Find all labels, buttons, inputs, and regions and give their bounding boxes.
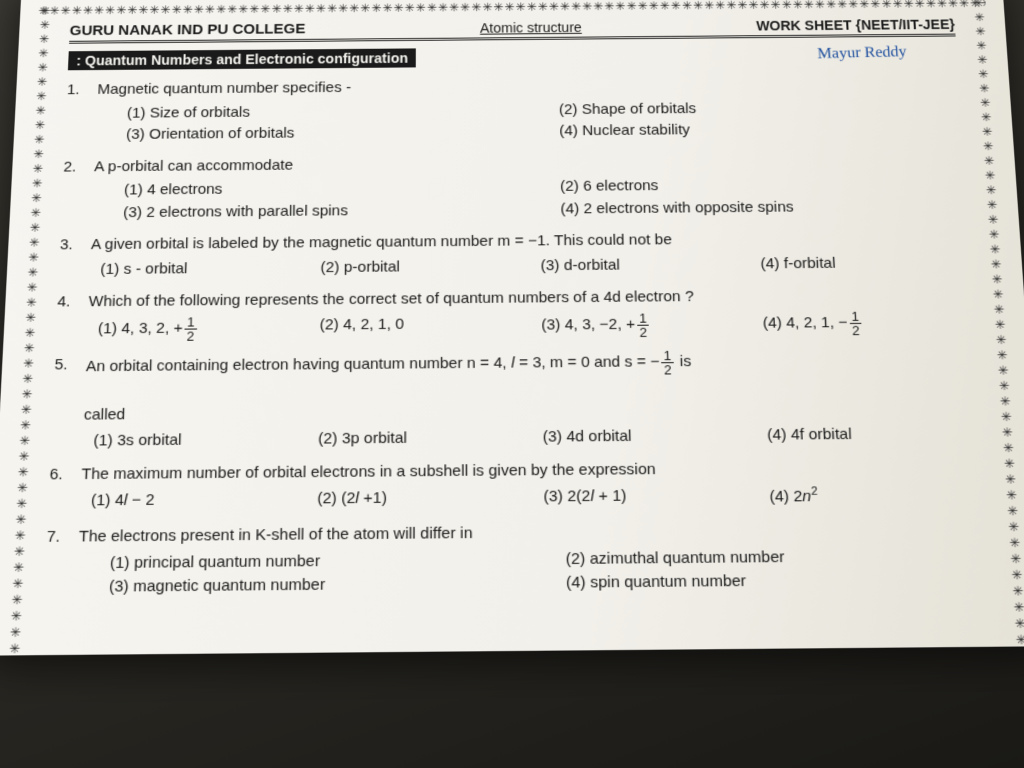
question-body: The electrons present in K-shell of the … — [76, 518, 991, 600]
worksheet-paper: ✳✳✳✳✳✳✳✳✳✳✳✳✳✳✳✳✳✳✳✳✳✳✳✳✳✳✳✳✳✳✳✳✳✳✳✳✳✳✳✳… — [0, 0, 1024, 655]
option: (2) p-orbital — [310, 255, 530, 279]
option: (3) 4d orbital — [532, 424, 757, 449]
question: 4.Which of the following represents the … — [56, 284, 975, 344]
section-title: : Quantum Numbers and Electronic configu… — [68, 48, 416, 70]
question-number: 2. — [61, 156, 95, 224]
question: 5.An orbital containing electron having … — [51, 346, 982, 453]
question-body: The maximum number of orbital electrons … — [80, 456, 986, 515]
options-row: (1) 4 electrons(2) 6 electrons(3) 2 elec… — [92, 173, 967, 225]
question-number: 1. — [64, 80, 97, 147]
questions-container: 1.Magnetic quantum number specifies -(1)… — [44, 72, 991, 600]
option: (4) Nuclear stability — [529, 118, 963, 143]
question-body: Magnetic quantum number specifies -(1) S… — [95, 72, 962, 146]
option: (3) Orientation of orbitals — [95, 121, 529, 146]
question-number: 4. — [56, 291, 90, 343]
question-body: An orbital containing electron having qu… — [82, 346, 981, 453]
options-row: (1) 4, 3, 2, +12(2) 4, 2, 1, 0(3) 4, 3, … — [87, 308, 975, 343]
question-body: A p-orbital can accommodate(1) 4 electro… — [92, 149, 967, 224]
option: (4) f-orbital — [750, 251, 971, 275]
options-row: (1) s - orbital(2) p-orbital(3) d-orbita… — [89, 251, 970, 281]
option: (3) d-orbital — [530, 253, 751, 277]
option: (1) s - orbital — [89, 257, 310, 281]
option: (4) 4f orbital — [756, 422, 982, 447]
options-row: (1) principal quantum number(2) azimutha… — [76, 544, 991, 600]
option: (4) 2n2 — [758, 481, 985, 509]
question-number: 7. — [44, 526, 79, 601]
option: (4) 4, 2, 1, −12 — [752, 308, 975, 337]
options-row: (1) 3s orbital(2) 3p orbital(3) 4d orbit… — [82, 422, 981, 453]
question: 2.A p-orbital can accommodate(1) 4 elect… — [61, 149, 967, 225]
option: (2) (2l +1) — [306, 485, 533, 513]
option: (3) 2 electrons with parallel spins — [92, 198, 530, 224]
option: (1) 4, 3, 2, +12 — [87, 314, 310, 343]
question-body: A given orbital is labeled by the magnet… — [89, 227, 970, 281]
question: 3.A given orbital is labeled by the magn… — [58, 227, 970, 281]
option: (2) 3p orbital — [307, 426, 532, 451]
question-number: 6. — [48, 463, 82, 515]
option: (1) 4l − 2 — [80, 487, 307, 515]
option: (2) 4, 2, 1, 0 — [309, 312, 531, 341]
question-number: 3. — [58, 234, 91, 281]
question: 7.The electrons present in K-shell of th… — [44, 518, 991, 601]
question: 6.The maximum number of orbital electron… — [48, 456, 986, 516]
question-stem: An orbital containing electron having qu… — [83, 346, 980, 428]
worksheet-header: GURU NANAK IND PU COLLEGE Atomic structu… — [69, 16, 956, 44]
option: (3) 2(2l + 1) — [533, 483, 760, 511]
handwritten-student-name: Mayur Reddy — [817, 44, 907, 63]
worksheet-label: WORK SHEET {NEET/IIT-JEE} — [756, 16, 955, 33]
options-row: (1) Size of orbitals(2) Shape of orbital… — [95, 96, 962, 147]
option: (4) 2 electrons with opposite spins — [529, 195, 967, 221]
option: (1) 3s orbital — [82, 428, 307, 453]
option: (3) magnetic quantum number — [76, 572, 534, 600]
paper-wrapper: ✳✳✳✳✳✳✳✳✳✳✳✳✳✳✳✳✳✳✳✳✳✳✳✳✳✳✳✳✳✳✳✳✳✳✳✳✳✳✳✳… — [0, 0, 1024, 655]
question-number: 5. — [51, 353, 87, 453]
college-name: GURU NANAK IND PU COLLEGE — [69, 21, 305, 39]
question-body: Which of the following represents the co… — [87, 284, 975, 344]
subject-title: Atomic structure — [480, 19, 582, 35]
question: 1.Magnetic quantum number specifies -(1)… — [64, 72, 962, 146]
top-border-decoration: ✳✳✳✳✳✳✳✳✳✳✳✳✳✳✳✳✳✳✳✳✳✳✳✳✳✳✳✳✳✳✳✳✳✳✳✳✳✳✳✳… — [38, 0, 986, 18]
option: (3) 4, 3, −2, +12 — [531, 310, 753, 339]
options-row: (1) 4l − 2(2) (2l +1)(3) 2(2l + 1)(4) 2n… — [80, 481, 986, 515]
option: (4) spin quantum number — [534, 568, 991, 596]
